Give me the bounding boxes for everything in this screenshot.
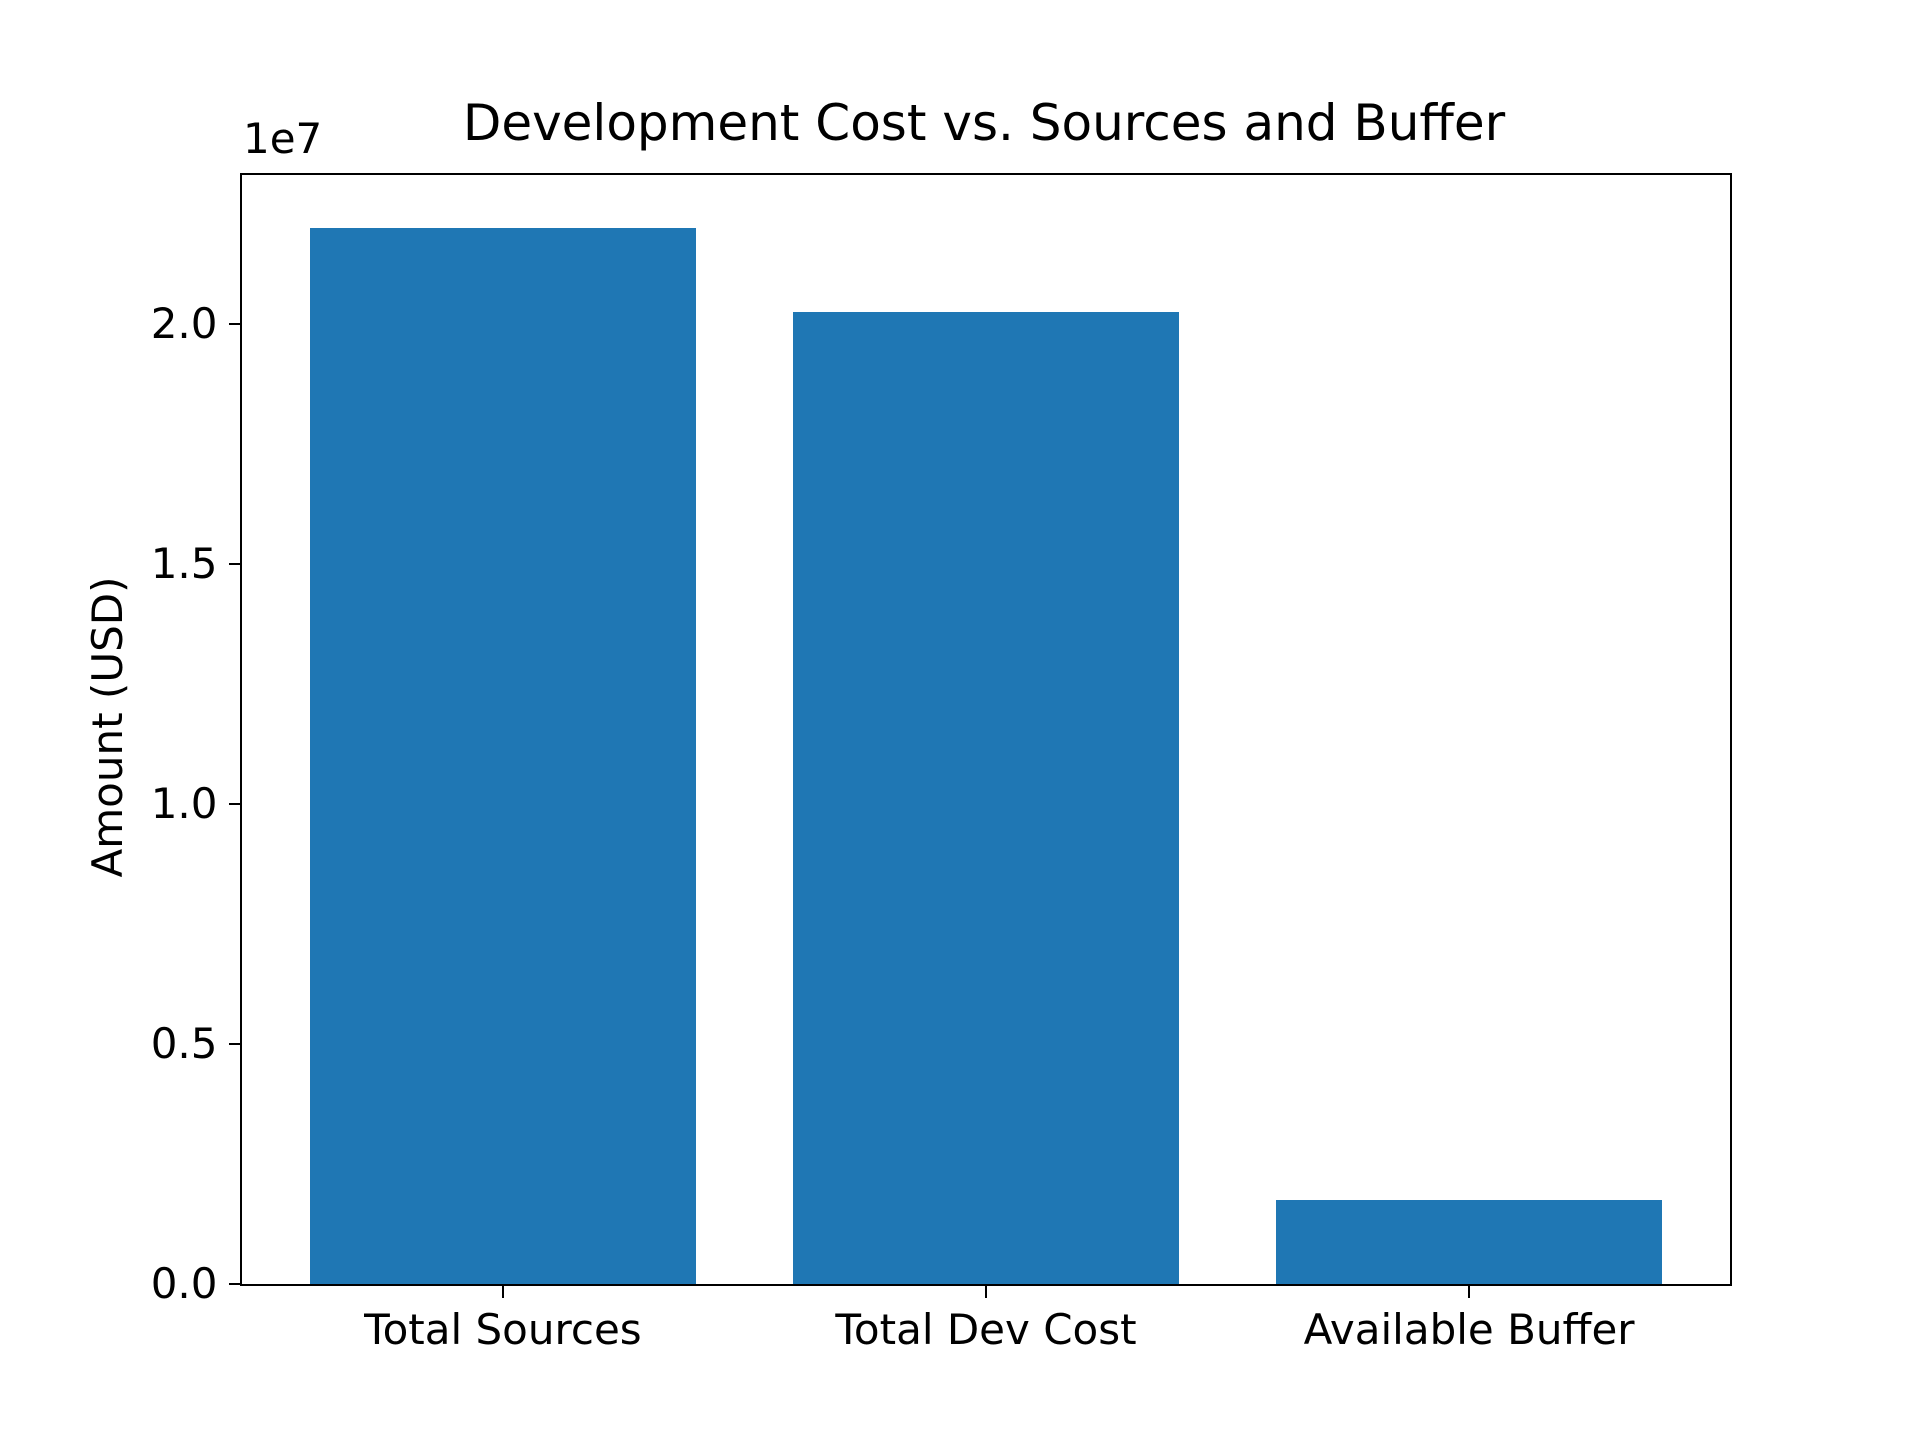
- x-tick-mark: [1467, 1284, 1471, 1298]
- plot-area: 0.0 0.5 1.0 1.5 2.0 Total Sources Total Dev Co…: [151, 173, 1732, 1351]
- x-tick-label-available-buffer: Available Buffer: [1303, 1305, 1635, 1354]
- x-tick-label-total-sources: Total Sources: [364, 1305, 642, 1354]
- y-axis-offset-text: 1e7: [243, 114, 323, 163]
- y-tick-mark: [228, 562, 242, 566]
- y-tick-label: 0.5: [150, 1018, 218, 1068]
- y-tick-mark: [228, 1282, 242, 1286]
- y-tick-label: 1.0: [150, 778, 218, 828]
- x-tick-mark: [984, 1284, 988, 1298]
- y-tick-label: 1.5: [150, 538, 218, 588]
- x-tick-label-total-dev-cost: Total Dev Cost: [835, 1305, 1137, 1354]
- y-tick-label: 0.0: [150, 1259, 218, 1308]
- y-tick-mark: [228, 322, 242, 326]
- y-tick-label: 2.0: [150, 298, 218, 348]
- y-tick-mark: [228, 1042, 242, 1046]
- bar-total-dev-cost: [792, 311, 1180, 1284]
- chart-title: Development Cost vs. Sources and Buffer: [462, 94, 1506, 152]
- y-tick-mark: [228, 802, 242, 806]
- x-tick-mark: [501, 1284, 505, 1298]
- bar-total-sources: [309, 227, 697, 1284]
- y-axis-label: Amount (USD): [83, 576, 132, 878]
- bar-available-buffer: [1275, 1200, 1663, 1284]
